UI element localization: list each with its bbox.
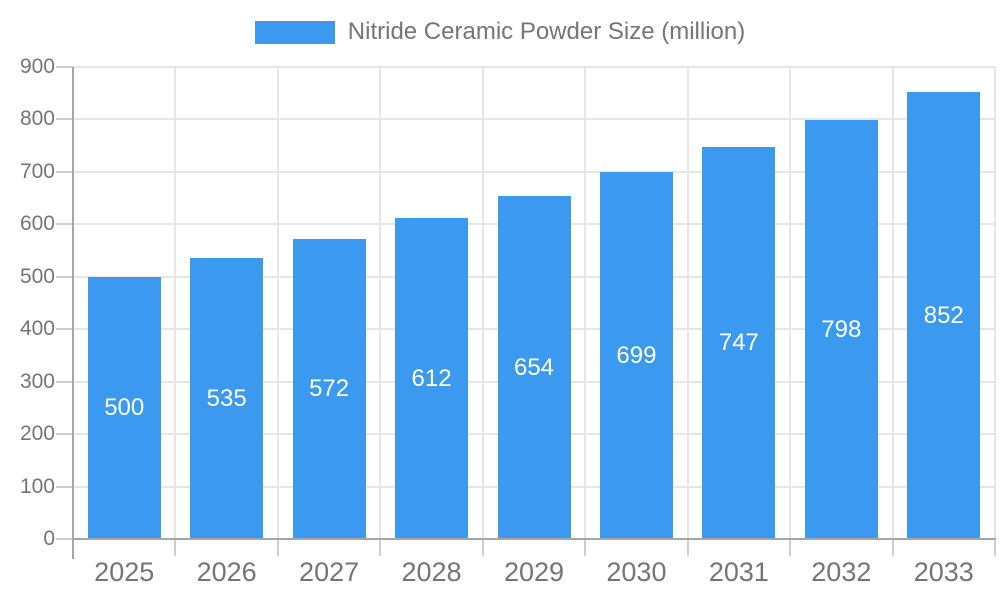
gridline-vertical [276,67,279,539]
bar [190,258,264,539]
x-axis-tick-label: 2031 [708,557,769,587]
y-axis-tick [56,66,73,68]
gridline-vertical [584,67,587,539]
y-axis-tick [56,118,73,121]
y-axis-tick-label: 200 [19,422,55,446]
x-axis-tick-label: 2029 [503,557,565,587]
x-axis-line [72,538,996,540]
bar-value-label: 654 [513,353,555,381]
y-axis-tick-label: 100 [19,474,55,498]
x-axis-tick-label: 2030 [606,557,667,587]
x-axis-tick [686,539,689,556]
y-axis-tick-label: 800 [19,107,55,131]
bar [292,239,366,539]
y-axis-tick-label: 500 [19,264,55,288]
x-axis-tick-label: 2026 [196,557,257,587]
gridline-horizontal [73,118,995,121]
bar [907,92,981,539]
bar-value-label: 699 [616,341,657,369]
legend-color-swatch [254,20,335,44]
bar-value-label: 747 [718,329,759,357]
y-axis-tick-label: 700 [19,159,55,183]
y-axis-tick [56,170,73,173]
bar-value-label: 612 [411,364,452,392]
x-axis-tick-label: 2033 [913,557,974,587]
x-axis-tick [891,539,894,556]
x-axis-tick [481,539,484,556]
y-axis-tick [56,538,73,540]
gridline-vertical [789,67,792,539]
gridline-vertical [891,67,894,539]
bar [497,196,571,539]
bar [395,218,469,539]
bar-value-label: 852 [923,301,964,329]
bar-value-label: 798 [821,315,862,343]
y-axis-tick-label: 0 [43,527,55,550]
y-axis-tick [56,223,73,226]
x-axis-tick-label: 2028 [401,557,462,587]
gridline-horizontal [73,170,995,173]
gridline-vertical [686,67,689,539]
x-axis-tick-label: 2032 [811,557,872,587]
y-axis-tick-label: 600 [19,212,55,236]
y-axis-tick [56,380,73,383]
x-axis-tick-label: 2025 [94,557,155,587]
gridline-vertical [174,67,177,539]
y-axis-tick-label: 300 [19,369,55,393]
bar [702,147,776,539]
x-axis-tick [789,539,792,556]
y-axis-tick-label: 400 [19,317,55,341]
y-axis-tick [56,275,73,278]
bar-value-label: 572 [309,375,350,402]
y-axis-tick [56,433,73,436]
gridline-horizontal [73,66,995,68]
bar [804,120,878,539]
bar-value-label: 500 [104,393,145,421]
gridline-vertical [379,67,382,539]
x-axis-tick [276,539,279,556]
x-axis-tick [584,539,587,556]
bar [87,276,161,539]
y-axis-tick [56,328,73,331]
y-axis-tick-label: 900 [19,55,55,78]
y-axis-tick [56,485,73,488]
x-axis-tick [174,539,177,556]
x-axis-tick [994,539,996,556]
chart-legend: Nitride Ceramic Powder Size (million) [0,18,1000,46]
bar [599,172,673,539]
y-axis-line [72,67,74,559]
legend-series-label: Nitride Ceramic Powder Size (million) [347,18,746,45]
x-axis-tick [379,539,382,556]
gridline-vertical [994,67,996,539]
gridline-vertical [481,67,484,539]
x-axis-tick-label: 2027 [299,557,360,587]
bar-value-label: 535 [206,384,247,412]
